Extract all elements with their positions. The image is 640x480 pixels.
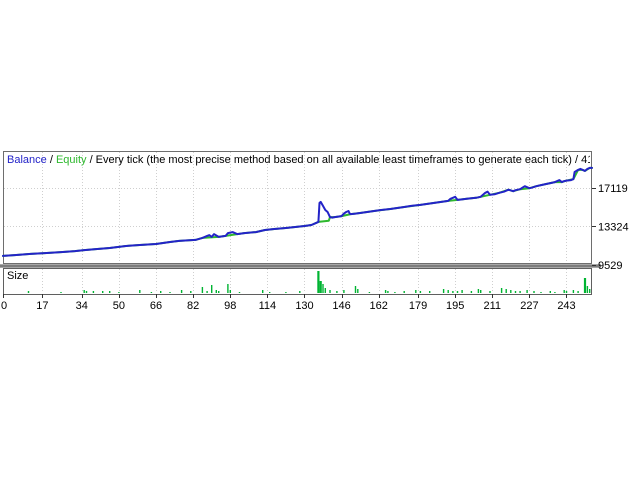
- chart-title: Balance / Equity / Every tick (the most …: [7, 154, 590, 167]
- title-description: / Every tick (the most precise method ba…: [86, 154, 590, 166]
- y-axis-label: 9529: [598, 260, 622, 272]
- x-axis-label: 50: [113, 300, 125, 312]
- size-panel-label: Size: [7, 270, 29, 282]
- x-axis-label: 34: [76, 300, 88, 312]
- x-axis-label: 162: [370, 300, 388, 312]
- y-axis-labels: 17119 13324 9529: [598, 183, 629, 272]
- x-axis-label: 179: [409, 300, 427, 312]
- panel-splitter[interactable]: [0, 264, 601, 268]
- x-axis-label: 227: [520, 300, 538, 312]
- balance-legend-label: Balance: [7, 154, 47, 166]
- x-axis-label: 211: [484, 300, 502, 312]
- equity-legend-label: Equity: [55, 154, 87, 166]
- y-axis-label: 13324: [598, 222, 629, 234]
- x-axis-label: 0: [1, 300, 7, 312]
- x-axis-label: 243: [557, 300, 575, 312]
- size-panel: [3, 268, 592, 295]
- x-axis-label: 195: [446, 300, 464, 312]
- title-separator: /: [46, 154, 56, 166]
- x-axis-label: 130: [295, 300, 313, 312]
- y-axis-label: 17119: [598, 183, 628, 195]
- x-axis-label: 98: [224, 300, 236, 312]
- x-axis-labels: 0 17 34 50 66 82 98 114 130 146 162 179 195 211 227 243: [1, 300, 576, 312]
- x-axis-label: 82: [187, 300, 199, 312]
- balance-chart-panel: [3, 151, 592, 264]
- x-axis-label: 17: [36, 300, 48, 312]
- x-axis-label: 66: [150, 300, 162, 312]
- x-axis-label: 114: [259, 300, 277, 312]
- x-axis-label: 146: [332, 300, 350, 312]
